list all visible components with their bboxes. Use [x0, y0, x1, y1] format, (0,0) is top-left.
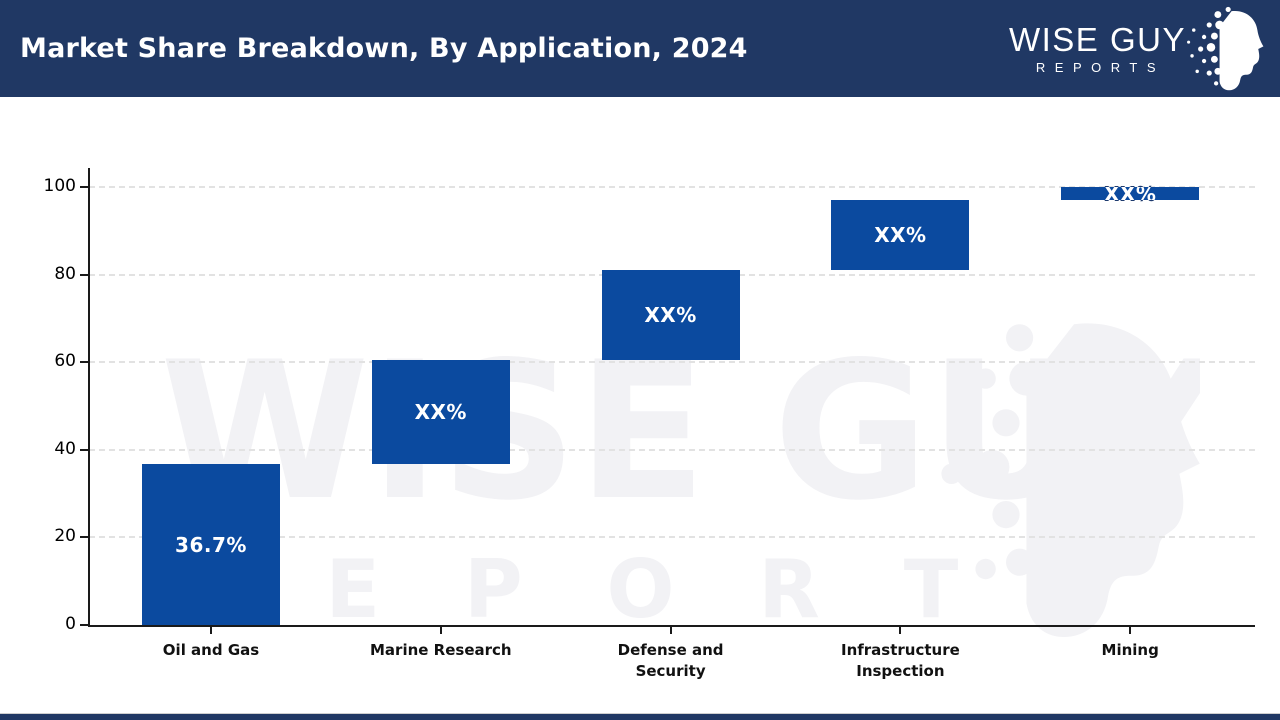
y-tick-label-80: 80 — [54, 263, 76, 284]
x-tick-label-marine-research: Marine Research — [370, 641, 512, 659]
gridline-40 — [89, 448, 1255, 451]
bar-infrastructure-inspection: XX% — [831, 200, 970, 271]
bar-value-label: XX% — [874, 223, 927, 248]
y-tick-label-100: 100 — [43, 176, 76, 196]
y-tick-label-0: 0 — [65, 614, 76, 634]
y-tick-label-20: 20 — [54, 526, 76, 547]
x-tick-label-infrastructure-inspection: Infrastructure Inspection — [840, 641, 960, 680]
bar-marine-research: XX% — [371, 360, 510, 465]
y-tick-label-40: 40 — [54, 438, 76, 459]
y-axis-line — [88, 168, 90, 627]
gridline-60 — [89, 361, 1255, 364]
x-tick-mark-infrastructure-inspection — [899, 627, 902, 634]
page-title: Market Share Breakdown, By Application, … — [20, 33, 748, 64]
gridline-20 — [89, 536, 1255, 539]
y-tick-mark-20 — [80, 536, 88, 539]
bar-oil-and-gas: 36.7% — [142, 464, 280, 625]
gridline-100 — [89, 186, 1255, 188]
head-profile-icon — [1187, 6, 1264, 91]
bar-value-label: XX% — [1103, 187, 1157, 201]
brand-subtitle: REPORTS — [1035, 60, 1166, 75]
x-tick-label-oil-and-gas: Oil and Gas — [162, 641, 260, 659]
y-tick-mark-100 — [80, 186, 88, 188]
x-tick-mark-marine-research — [439, 627, 442, 634]
brand-name: WISE GUY — [1008, 21, 1186, 58]
x-tick-mark-mining — [1129, 627, 1132, 634]
watermark-text-2: R E P O R T S — [180, 543, 1128, 636]
y-tick-label-60: 60 — [54, 351, 76, 372]
header-bar: Market Share Breakdown, By Application, … — [0, 0, 1280, 97]
chart-area: WISE GUY R E P O R T S 0 20 40 60 80 100 36.7%… — [0, 97, 1280, 713]
bar-value-label: XX% — [644, 303, 697, 328]
bar-value-label: 36.7% — [175, 532, 247, 557]
y-tick-mark-40 — [80, 448, 88, 451]
bar-value-label: XX% — [414, 400, 467, 425]
x-tick-mark-oil-and-gas — [210, 627, 212, 634]
y-tick-mark-60 — [80, 361, 88, 364]
y-tick-mark-0 — [80, 624, 88, 626]
y-tick-mark-80 — [80, 273, 88, 276]
x-tick-mark-defense-and-security — [669, 627, 672, 634]
brand-logo: WISE GUY REPORTS — [1009, 4, 1266, 94]
x-tick-label-defense-and-security: Defense and Security — [617, 641, 724, 680]
watermark-head-icon — [941, 323, 1200, 637]
x-axis-line — [88, 625, 1255, 627]
bar-mining: XX% — [1061, 187, 1200, 201]
footer-accent-bar — [0, 713, 1280, 720]
brand-wordmark: WISE GUY REPORTS — [1009, 22, 1186, 76]
bar-defense-and-security: XX% — [601, 270, 740, 360]
x-tick-label-mining: Mining — [1101, 641, 1159, 659]
